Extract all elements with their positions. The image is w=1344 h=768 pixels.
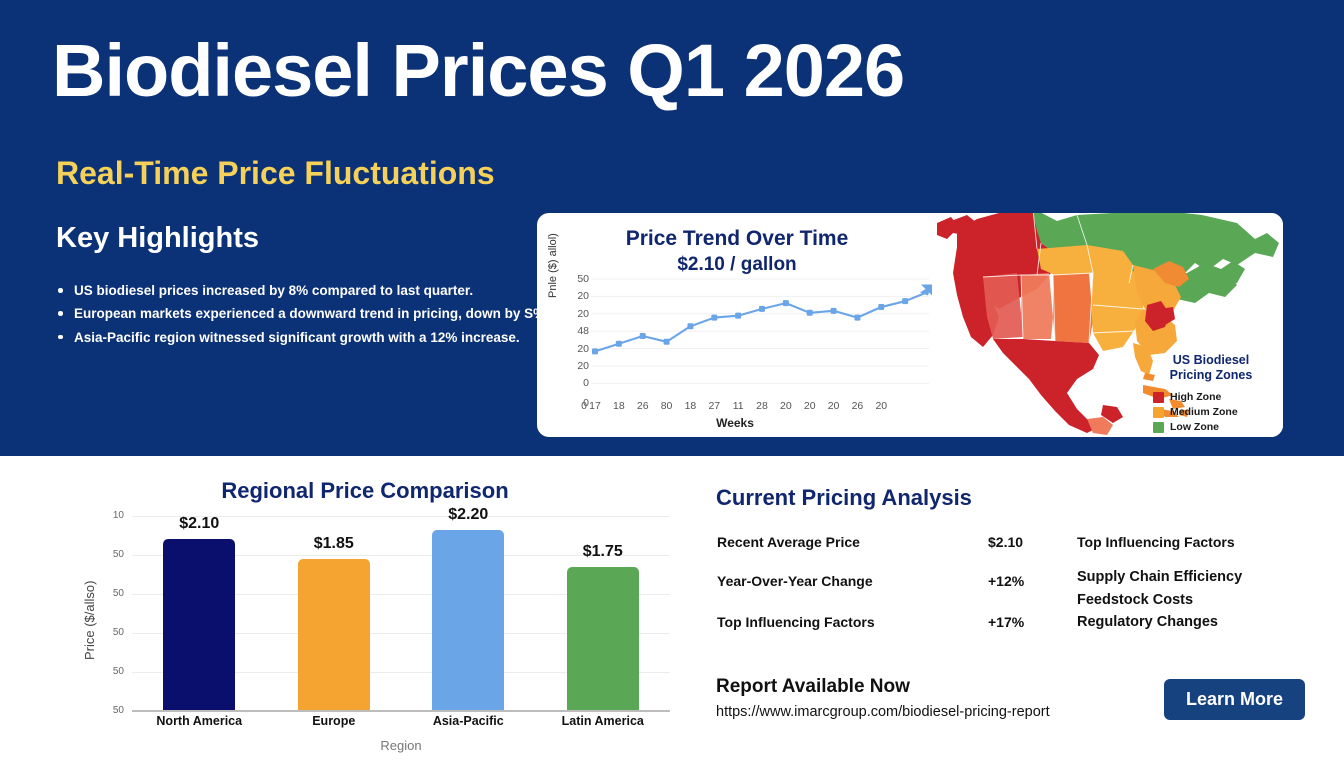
bar: [432, 530, 505, 710]
map-legend-item: Medium Zone: [1153, 406, 1271, 418]
bar-value-label: $1.75: [582, 543, 623, 561]
report-url-link[interactable]: https://www.imarcgroup.com/biodiesel-pri…: [716, 704, 1050, 720]
gridline: [132, 672, 670, 673]
list-item: US biodiesel prices increased by 8% comp…: [56, 282, 561, 300]
bar-chart-y-axis-label: Price ($/allso): [82, 580, 97, 660]
legend-label: Low Zone: [1170, 421, 1219, 433]
analysis-row-value: +12%: [988, 573, 1025, 589]
gridline: [132, 594, 670, 595]
bar-chart-x-axis-label: Region: [380, 738, 422, 753]
bar-category-label: Asia-Pacific: [432, 714, 504, 728]
bar-value-label: $1.85: [313, 534, 354, 552]
bar-category-label: Europe: [312, 714, 356, 728]
line-chart-x-tick: 20: [780, 400, 792, 412]
analysis-row-value: $2.10: [988, 534, 1024, 550]
key-highlights-list: US biodiesel prices increased by 8% comp…: [56, 282, 561, 352]
line-chart-x-tick: 18: [684, 400, 697, 412]
analysis-title: Current Pricing Analysis: [716, 485, 972, 510]
bar-value-label: $2.10: [179, 514, 220, 532]
list-item: Asia-Pacific region witnessed significan…: [56, 329, 561, 347]
factor-item: Supply Chain Efficiency: [1077, 569, 1243, 585]
bar-chart-y-tick: 50: [112, 666, 124, 677]
bar-chart-y-tick: 10: [112, 510, 124, 521]
line-chart-x-tick: 20: [875, 400, 888, 412]
line-chart-y-tick: 50: [577, 273, 589, 285]
line-chart-x-tick: 27: [708, 400, 721, 412]
bar-value-label: $2.20: [448, 506, 489, 524]
map-legend-item: High Zone: [1153, 391, 1271, 403]
line-chart-x-axis-label: Weeks: [716, 416, 754, 430]
line-chart-plot: [591, 278, 932, 384]
line-chart-y-tick: 20: [577, 307, 589, 320]
line-chart-y-tick: 20: [577, 342, 589, 355]
legend-swatch-icon: [1153, 391, 1164, 403]
map-legend-item: Low Zone: [1153, 421, 1271, 433]
line-chart-title: Price Trend Over Time: [625, 227, 849, 250]
line-chart-x-tick: 26: [851, 400, 864, 412]
line-chart-x-tick: 17: [589, 400, 601, 412]
learn-more-button[interactable]: Learn More: [1164, 679, 1305, 720]
factor-item: Feedstock Costs: [1077, 592, 1194, 608]
bar: [297, 558, 370, 710]
bar-category-label: North America: [156, 714, 243, 728]
line-chart-x-tick: 18: [613, 400, 625, 412]
legend-swatch-icon: [1153, 406, 1164, 418]
line-chart-y-tick: 48: [577, 325, 589, 338]
bar-chart-y-tick: 50: [112, 588, 124, 599]
line-chart-x-tick: 11: [732, 400, 744, 412]
gridline: [132, 516, 670, 517]
regional-price-comparison-chart: Regional Price Comparison Price ($/allso…: [60, 470, 670, 760]
line-chart-x-tick: 20: [803, 400, 816, 412]
analysis-row-label: Year-Over-Year Change: [717, 573, 873, 589]
legend-label: High Zone: [1170, 391, 1222, 403]
price-trend-chart: Price Trend Over Time $2.10 / gallon Pnl…: [537, 213, 937, 437]
bar: [163, 538, 236, 710]
line-chart-x-tick: 28: [756, 400, 768, 412]
line-chart-x-tick: 20: [827, 400, 840, 412]
line-chart-subtitle: $2.10 / gallon: [677, 254, 797, 275]
bar-chart-bars: [132, 510, 670, 710]
bar-chart-x-axis: [132, 710, 670, 712]
analysis-row-label: Recent Average Price: [717, 534, 860, 550]
trend-and-map-card: Price Trend Over Time $2.10 / gallon Pnl…: [537, 213, 1283, 437]
map-legend: High Zone Medium Zone Low Zone: [1153, 391, 1271, 436]
factors-heading: Top Influencing Factors: [1077, 534, 1235, 550]
bar-category-label: Latin America: [561, 714, 644, 728]
bar-chart-title: Regional Price Comparison: [221, 478, 509, 503]
line-chart-x-origin: 0: [581, 400, 587, 412]
page-title: Biodiesel Prices Q1 2026: [52, 29, 905, 112]
analysis-row-value: +17%: [988, 614, 1025, 630]
line-chart-x-tick: 80: [660, 400, 673, 412]
factor-item: Regulatory Changes: [1077, 614, 1218, 630]
gridline: [132, 555, 670, 556]
line-chart-y-tick: 20: [577, 360, 589, 372]
page-subtitle: Real-Time Price Fluctuations: [56, 155, 495, 191]
list-item: European markets experienced a downward …: [56, 305, 561, 323]
line-chart-y-tick: 0: [583, 377, 589, 390]
bar-chart-y-tick: 50: [112, 627, 124, 638]
key-highlights-title: Key Highlights: [56, 222, 260, 254]
analysis-row-label: Top Influencing Factors: [717, 614, 875, 630]
line-chart-y-origin: 0: [583, 397, 589, 409]
bar: [566, 567, 639, 710]
gridline: [132, 633, 670, 634]
line-chart-y-tick: 20: [577, 290, 589, 303]
gridline: [132, 711, 670, 712]
map-legend-title: US Biodiesel Pricing Zones: [1169, 353, 1253, 382]
legend-label: Medium Zone: [1170, 406, 1238, 418]
bar-chart-y-tick: 50: [112, 549, 124, 560]
us-pricing-zone-map: US Biodiesel Pricing Zones High Zone Medi…: [937, 213, 1283, 437]
report-title: Report Available Now: [716, 676, 910, 697]
bar-chart-y-tick: 50: [112, 705, 124, 716]
line-chart-x-tick: 26: [636, 400, 649, 412]
north-america-map-svg: [937, 213, 1283, 437]
legend-swatch-icon: [1153, 421, 1164, 433]
